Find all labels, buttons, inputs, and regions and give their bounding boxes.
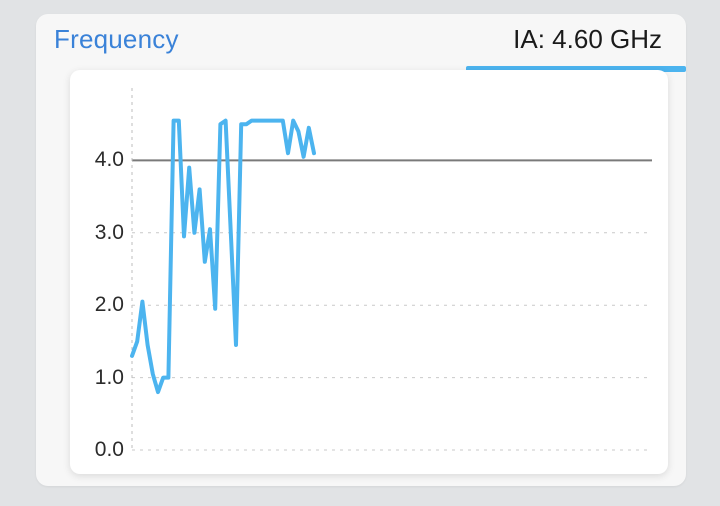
y-tick-label: 1.0 — [84, 366, 124, 390]
panel-header: Frequency IA: 4.60 GHz — [36, 14, 686, 68]
y-tick-label: 4.0 — [84, 148, 124, 172]
panel-title: Frequency — [54, 24, 179, 55]
frequency-line-chart — [70, 70, 668, 474]
y-tick-label: 3.0 — [84, 221, 124, 245]
frequency-reading: IA: 4.60 GHz — [513, 24, 662, 55]
y-tick-label: 0.0 — [84, 438, 124, 462]
y-tick-label: 2.0 — [84, 293, 124, 317]
chart-card: 0.0 1.0 2.0 3.0 4.0 — [70, 70, 668, 474]
frequency-panel: Frequency IA: 4.60 GHz 0.0 1.0 2.0 3.0 4.0 — [36, 14, 686, 486]
